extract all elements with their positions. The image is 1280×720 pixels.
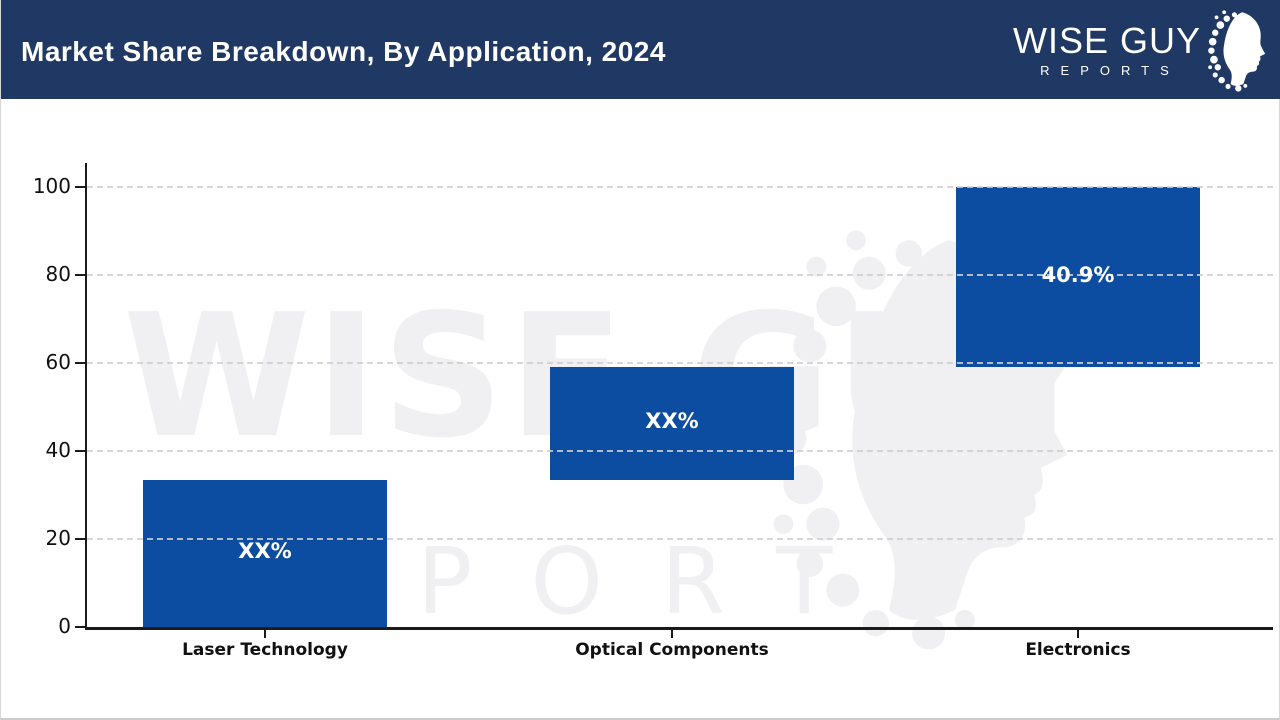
bar-segment <box>956 187 1200 367</box>
y-tick <box>75 362 85 364</box>
y-tick-label: 100 <box>32 174 71 198</box>
y-tick-label: 60 <box>45 350 71 374</box>
x-tick <box>671 630 673 638</box>
gridline <box>87 450 1273 452</box>
brand-logo-text: WISE GUY REPORTS <box>1012 19 1201 79</box>
brand-face-icon <box>1205 8 1269 92</box>
y-tick <box>75 274 85 276</box>
x-tick <box>1077 630 1079 638</box>
bar-value-label: XX% <box>645 409 699 434</box>
bar-value-label: 40.9% <box>1041 262 1115 287</box>
y-tick <box>75 538 85 540</box>
page-title: Market Share Breakdown, By Application, … <box>21 36 666 67</box>
y-tick <box>75 186 85 188</box>
y-tick <box>75 626 85 628</box>
y-tick-label: 40 <box>45 438 71 462</box>
brand-logo: WISE GUY REPORTS <box>1013 6 1269 94</box>
bar-value-label: XX% <box>238 539 292 564</box>
y-tick <box>75 450 85 452</box>
category-label: Optical Components <box>575 640 769 660</box>
bar-segment <box>143 479 387 627</box>
brand-name: WISE GUY <box>1012 19 1201 61</box>
header-bar: Market Share Breakdown, By Application, … <box>1 0 1280 99</box>
y-tick-label: 0 <box>58 614 71 638</box>
gridline <box>87 186 1273 188</box>
bar-segment <box>550 366 794 480</box>
gridline <box>87 538 1273 540</box>
y-tick-label: 20 <box>45 526 71 550</box>
y-tick-label: 80 <box>45 262 71 286</box>
y-axis-line <box>85 163 87 630</box>
brand-subtitle: REPORTS <box>1040 62 1180 78</box>
gridline <box>87 362 1273 364</box>
x-axis-line <box>85 627 1273 630</box>
category-label: Laser Technology <box>182 640 348 660</box>
category-label: Electronics <box>1025 640 1131 660</box>
gridline <box>87 274 1273 276</box>
x-tick <box>264 630 266 638</box>
